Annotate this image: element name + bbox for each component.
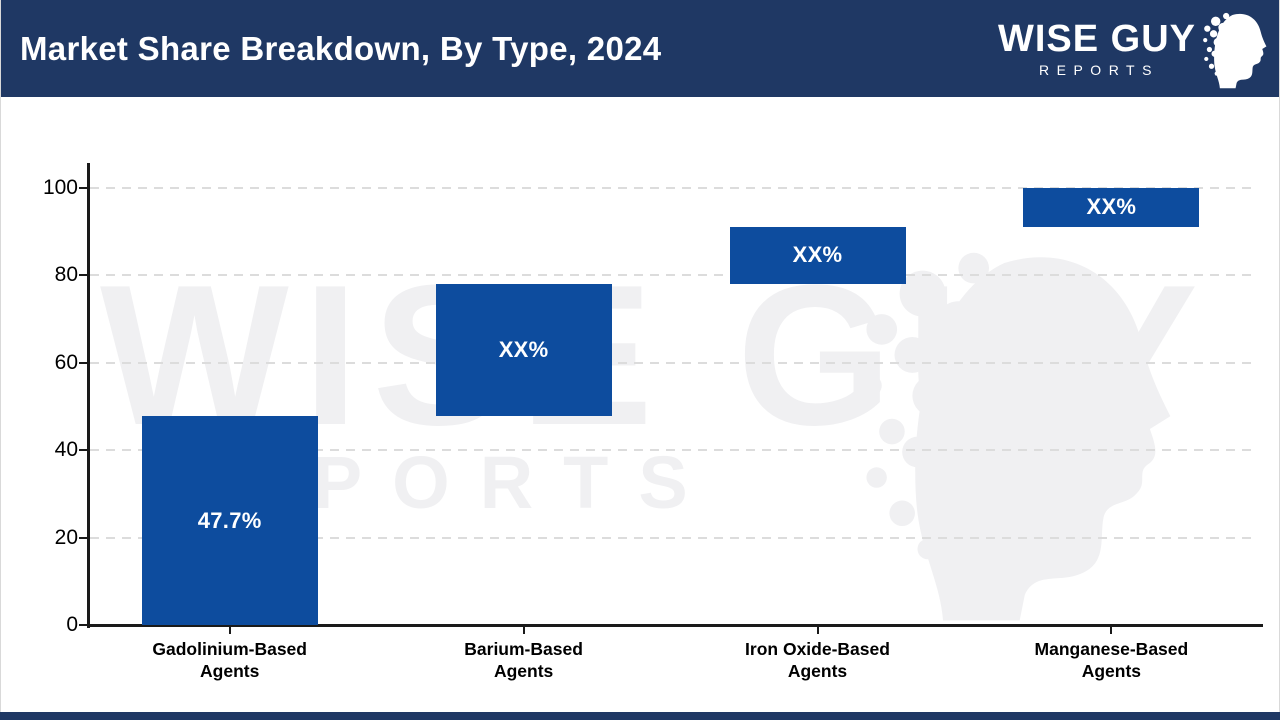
y-axis-tick-40: 40 [54, 438, 78, 461]
x-axis-label-line: Barium-Based [464, 639, 583, 659]
x-axis-label-iron-oxide-based-agents: Iron Oxide-Based Agents [668, 639, 968, 683]
x-tick-mark-manganese-based-agents [1110, 627, 1113, 634]
bar-value-label: XX% [1086, 194, 1137, 220]
x-axis-label-line: Agents [787, 660, 848, 681]
bar-iron-oxide-based-agents: XX% [729, 226, 906, 284]
logo-text: WISE GUY REPORTS [997, 17, 1196, 79]
wiseguy-logo: WISE GUY REPORTS [998, 6, 1268, 92]
y-tick-mark-100 [79, 186, 88, 189]
gridline-40 [90, 449, 1254, 451]
gridline-100 [90, 186, 1254, 189]
y-tick-mark-60 [79, 361, 88, 364]
x-axis-label-line: Iron Oxide-Based [745, 639, 890, 659]
y-axis-tick-80: 80 [54, 263, 78, 286]
x-axis-label-line: Agents [200, 660, 260, 681]
x-tick-mark-iron-oxide-based-agents [816, 627, 819, 634]
wiseguy-head-icon [1203, 12, 1267, 89]
logo-subtitle: REPORTS [1039, 62, 1159, 79]
y-axis-tick-20: 20 [54, 525, 78, 549]
y-axis-tick-0: 0 [66, 613, 78, 636]
x-axis-line [87, 624, 1263, 627]
bar-value-label: XX% [792, 242, 843, 268]
y-tick-mark-40 [79, 449, 88, 451]
header-bar: Market Share Breakdown, By Type, 2024 WI… [0, 0, 1280, 97]
bar-gadolinium-based-agents: 47.7% [141, 416, 318, 625]
gridline-20 [90, 536, 1254, 539]
x-axis-label-line: Agents [1081, 660, 1142, 681]
y-axis-tick-100: 100 [42, 175, 78, 199]
x-axis-label-line: Agents [493, 660, 554, 681]
x-tick-mark-gadolinium-based-agents [228, 627, 231, 634]
x-axis-label-line: Gadolinium-Based [152, 639, 307, 659]
y-tick-mark-80 [79, 274, 88, 276]
footer-bar [0, 712, 1280, 720]
x-axis-label-line: Manganese-Based [1034, 639, 1189, 659]
bar-value-label: XX% [498, 337, 549, 363]
bar-manganese-based-agents: XX% [1023, 187, 1200, 227]
bar-value-label: 47.7% [197, 507, 262, 533]
x-axis-label-manganese-based-agents: Manganese-Based Agents [961, 639, 1261, 683]
y-axis-tick-60: 60 [54, 350, 78, 374]
gridline-60 [90, 361, 1254, 364]
y-axis-line [87, 163, 90, 628]
page-title: Market Share Breakdown, By Type, 2024 [20, 29, 662, 67]
bar-barium-based-agents: XX% [435, 283, 612, 417]
x-tick-mark-barium-based-agents [522, 627, 525, 634]
y-tick-mark-0 [79, 624, 88, 626]
logo-wordmark: WISE GUY [997, 17, 1196, 60]
y-tick-mark-20 [79, 536, 88, 539]
x-axis-label-barium-based-agents: Barium-Based Agents [374, 639, 674, 683]
gridline-80 [90, 274, 1254, 276]
x-axis-label-gadolinium-based-agents: Gadolinium-Based Agents [80, 639, 380, 683]
